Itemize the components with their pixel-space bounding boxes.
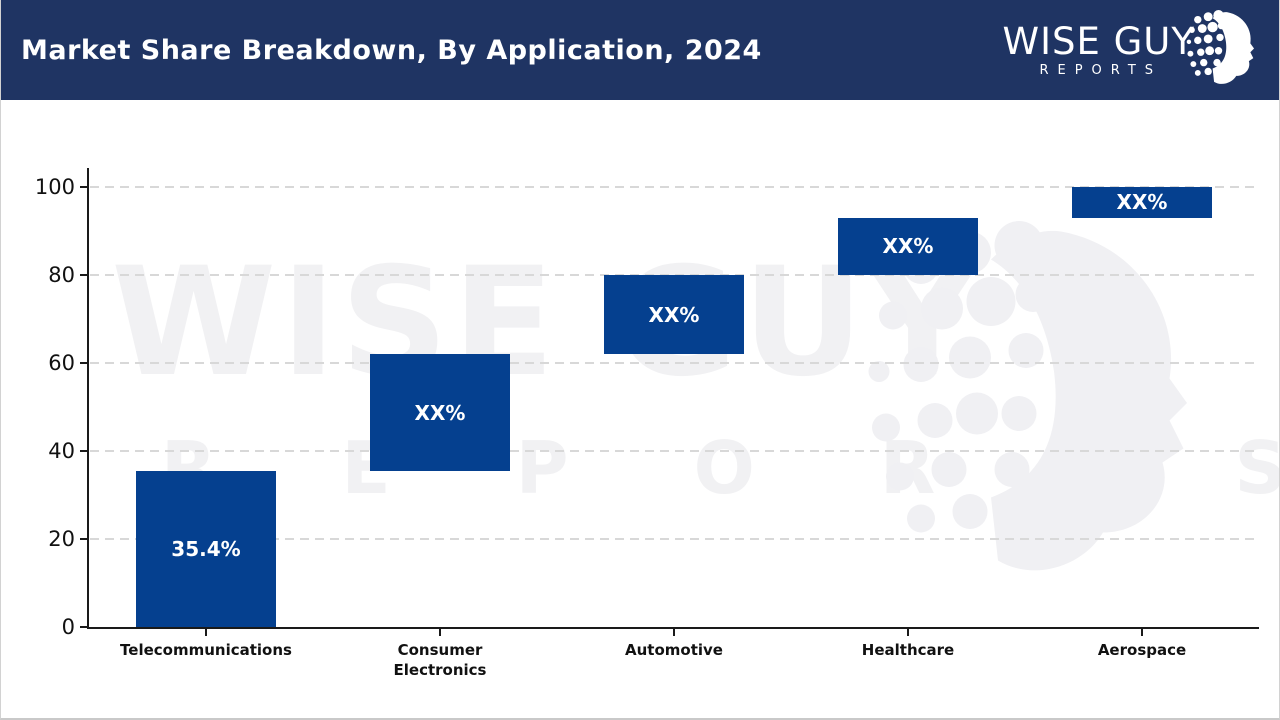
bar-value-label: 35.4% [171,537,241,562]
bar: XX% [370,354,510,472]
bar-value-label: XX% [882,234,934,259]
y-tick-label: 60 [48,351,75,375]
x-tick-mark [1141,627,1143,636]
bar: XX% [604,275,744,355]
bar-value-label: XX% [414,400,466,425]
grid-line [90,362,1259,364]
x-tick-mark [673,627,675,636]
watermark-face-icon [868,221,1187,571]
chart-title: Market Share Breakdown, By Application, … [21,34,762,66]
brand-logo-text: WISE GUY REPORTS [1003,23,1195,78]
grid-line [90,450,1259,452]
bar-value-label: XX% [648,302,700,327]
grid-line [90,186,1259,188]
y-tick-label: 20 [48,527,75,551]
watermark-wordmark: WISE GUY [111,236,981,410]
x-tick-mark [439,627,441,636]
brand-logo: WISE GUY REPORTS [1003,8,1257,92]
y-tick-label: 0 [61,615,75,639]
bar: 35.4% [136,471,276,627]
y-tick-mark [80,626,89,628]
y-axis-spine [87,168,89,629]
y-tick-mark [80,450,89,452]
x-tick-label: Aerospace [1097,641,1187,659]
y-tick-label: 80 [48,263,75,287]
x-tick-mark [907,627,909,636]
x-tick-label: Telecommunications [120,641,292,659]
y-tick-mark [80,186,89,188]
y-tick-label: 40 [48,439,75,463]
y-tick-label: 100 [34,175,75,199]
brand-subtitle: REPORTS [1039,62,1163,78]
logo-face-icon [1186,10,1255,84]
y-tick-mark [80,538,89,540]
y-tick-mark [80,274,89,276]
x-tick-label: Automotive [625,641,723,659]
x-tick-label: Consumer Electronics [393,641,487,680]
grid-line [90,538,1259,540]
header-banner: Market Share Breakdown, By Application, … [1,0,1279,100]
bar-value-label: XX% [1116,190,1168,215]
x-axis-spine [87,627,1259,629]
bar: XX% [838,217,978,275]
brand-name: WISE GUY [1002,19,1195,63]
bar: XX% [1072,187,1212,218]
y-tick-mark [80,362,89,364]
x-tick-mark [205,627,207,636]
x-tick-label: Healthcare [861,641,955,659]
